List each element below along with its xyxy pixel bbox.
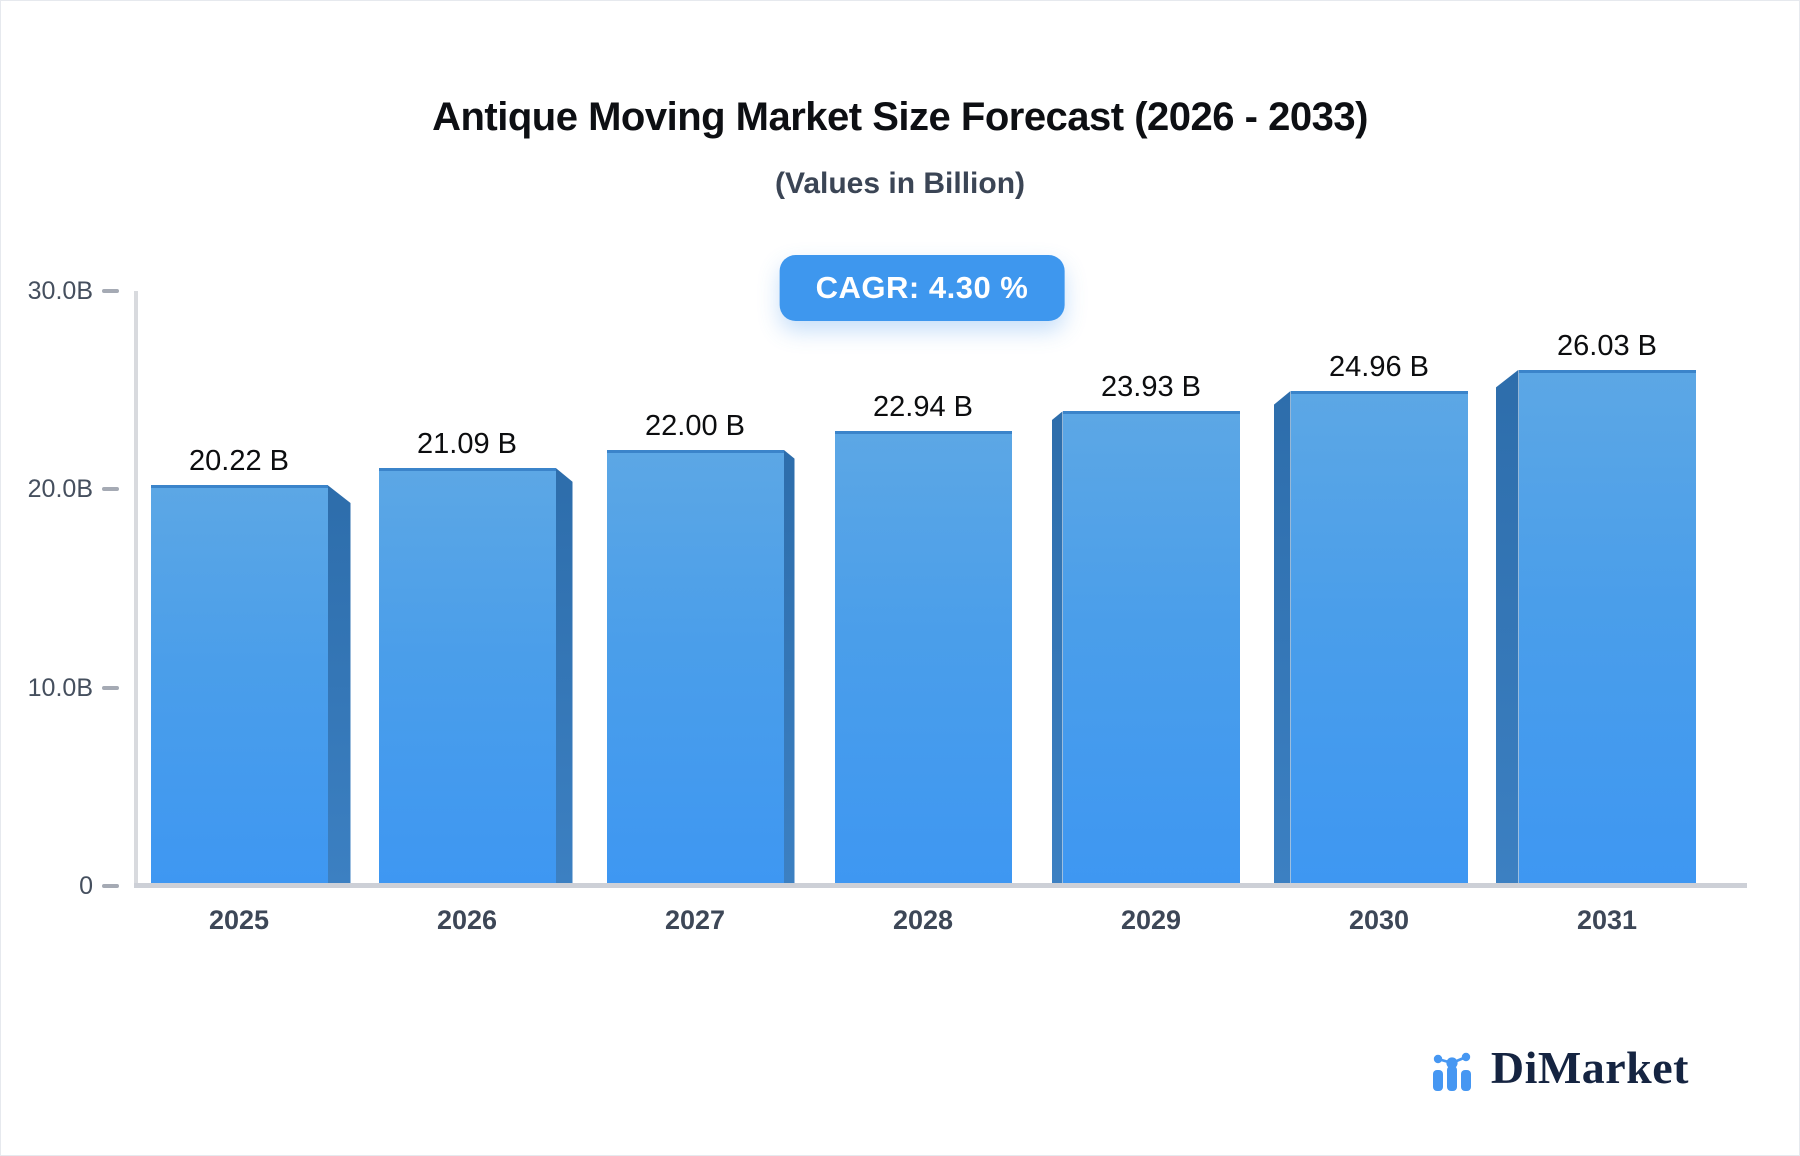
bar-side-2031 [1495, 369, 1519, 886]
bar-2025 [150, 484, 328, 886]
brand-logo: DiMarket [1429, 1041, 1689, 1094]
x-axis-label-2025: 2025 [208, 905, 270, 935]
bar-value-label-2027: 22.00 B [645, 409, 745, 442]
bar-2028 [834, 431, 1012, 886]
bar-value-label-2029: 23.93 B [1101, 371, 1201, 404]
bar-side-2029 [1051, 411, 1063, 886]
bar-2029 [1062, 411, 1240, 886]
chart-subtitle: (Values in Billion) [774, 167, 1026, 200]
x-axis-label-2029: 2029 [1120, 905, 1182, 935]
x-axis-label-2027: 2027 [664, 905, 726, 935]
bar-2026 [378, 467, 556, 886]
y-axis-line [134, 291, 138, 887]
y-axis-tick-label: 20.0B [27, 475, 93, 504]
bar-value-label-2028: 22.94 B [873, 391, 973, 424]
y-axis-tick-label: 30.0B [27, 277, 93, 305]
y-axis-tick-mark [102, 289, 119, 293]
x-axis-label-2031: 2031 [1576, 905, 1638, 935]
bar-2030 [1290, 390, 1468, 886]
y-axis-tick-label: 10.0B [27, 673, 93, 702]
y-axis-tick-mark [102, 487, 119, 492]
x-axis-line [134, 883, 1747, 888]
y-axis-tick-mark [102, 685, 119, 690]
brand-logo-text: DiMarket [1490, 1042, 1689, 1093]
x-axis-label-2028: 2028 [892, 905, 954, 935]
bar-side-2027 [783, 449, 795, 886]
x-axis-label-2026: 2026 [436, 905, 498, 935]
bar-side-2030 [1273, 390, 1291, 886]
bar-2031 [1518, 369, 1696, 886]
bar-value-label-2025: 20.22 B [189, 444, 289, 477]
y-axis-tick-mark [102, 884, 119, 888]
page-title: Antique Moving Market Size Forecast (202… [432, 95, 1368, 139]
bar-side-2025 [327, 484, 351, 886]
bar-value-label-2030: 24.96 B [1329, 350, 1429, 383]
bar-chart-logo-icon [1432, 1052, 1471, 1091]
x-axis-label-2030: 2030 [1348, 905, 1410, 935]
bar-value-label-2026: 21.09 B [417, 427, 517, 460]
y-axis-tick-label: 0 [79, 872, 93, 900]
bar-side-2026 [555, 467, 573, 886]
cagr-badge: CAGR: 4.30 % [779, 255, 1065, 321]
bar-value-label-2031: 26.03 B [1557, 329, 1657, 362]
bar-2027 [606, 449, 784, 886]
